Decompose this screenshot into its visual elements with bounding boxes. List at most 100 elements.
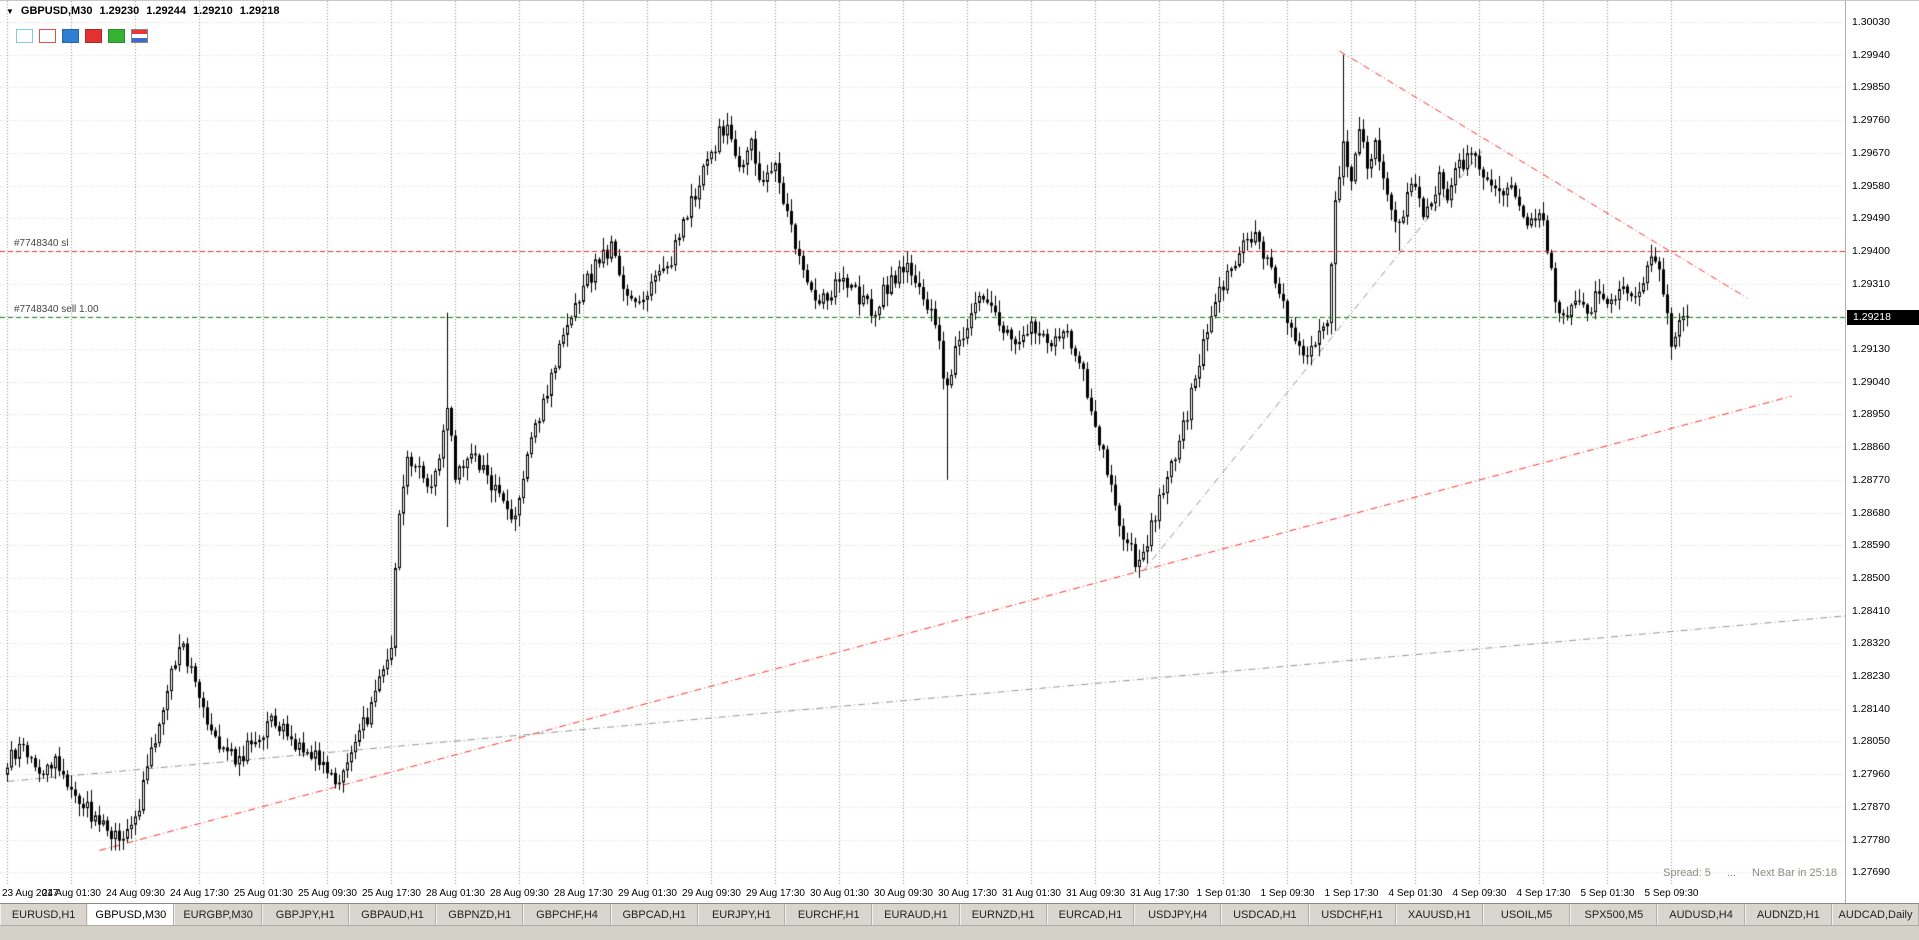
chart-tab-eurusd-h1[interactable]: EURUSD,H1 xyxy=(0,904,88,925)
price-label: 1.27960 xyxy=(1852,768,1890,781)
close-value: 1.29218 xyxy=(239,5,280,17)
time-label: 28 Aug 01:30 xyxy=(426,888,485,899)
status-separator: ... xyxy=(1726,867,1736,879)
time-label: 4 Sep 09:30 xyxy=(1452,888,1507,899)
next-bar-countdown: Next Bar in 25:18 xyxy=(1752,867,1837,879)
time-label: 28 Aug 09:30 xyxy=(490,888,549,899)
price-label: 1.29130 xyxy=(1852,343,1890,355)
price-label: 1.28950 xyxy=(1852,408,1890,421)
time-label: 25 Aug 17:30 xyxy=(362,888,421,899)
swatch-outline-red-icon[interactable] xyxy=(39,29,56,43)
price-axis[interactable]: 1.29218 1.30030 1.29940 1.29850 1.29760 1.29… xyxy=(1845,1,1919,903)
price-chart[interactable] xyxy=(0,1,1845,885)
price-label: 1.29580 xyxy=(1852,179,1890,192)
price-label: 1.28590 xyxy=(1852,539,1890,552)
open-value: 1.29230 xyxy=(99,5,140,17)
chart-tab-eurgbp-m30[interactable]: EURGBP,M30 xyxy=(174,904,262,925)
time-label: 28 Aug 17:30 xyxy=(554,888,613,899)
time-label: 23 Aug 2017 xyxy=(2,888,59,899)
chart-tab-usoil-m5[interactable]: USOIL,M5 xyxy=(1482,904,1571,925)
current-price-badge: 1.29218 xyxy=(1847,310,1919,326)
time-axis[interactable]: 23 Aug 2017 24 Aug 01:30 24 Aug 09:30 24 Au… xyxy=(0,885,1845,903)
chart-tab-gbpcad-h1[interactable]: GBPCAD,H1 xyxy=(610,904,698,925)
toolbar-swatches xyxy=(16,29,148,43)
price-label: 1.30030 xyxy=(1852,16,1890,28)
price-label: 1.27780 xyxy=(1852,833,1890,846)
swatch-blue-icon[interactable] xyxy=(62,29,79,43)
time-label: 4 Sep 01:30 xyxy=(1388,888,1443,899)
time-label: 25 Aug 01:30 xyxy=(234,888,293,899)
order-line-label: #7748340 sl xyxy=(14,237,69,249)
chart-tab-gbpusd-m30[interactable]: GBPUSD,M30 xyxy=(87,904,175,925)
chart-tab-spx500-m5[interactable]: SPX500,M5 xyxy=(1570,904,1658,925)
price-label: 1.28860 xyxy=(1852,441,1890,454)
price-label: 1.29400 xyxy=(1852,244,1890,257)
time-label: 29 Aug 09:30 xyxy=(682,888,741,899)
chart-tab-usdcad-h1[interactable]: USDCAD,H1 xyxy=(1221,904,1309,925)
high-value: 1.29244 xyxy=(146,5,186,17)
price-label: 1.29670 xyxy=(1852,146,1890,159)
low-value: 1.29210 xyxy=(192,5,233,17)
chart-tab-eurjpy-h1[interactable]: EURJPY,H1 xyxy=(697,904,786,925)
time-label: 25 Aug 09:30 xyxy=(298,888,357,899)
price-label: 1.29310 xyxy=(1852,277,1890,290)
chart-tab-usdchf-h1[interactable]: USDCHF,H1 xyxy=(1308,904,1396,925)
chart-tab-audnzd-h1[interactable]: AUDNZD,H1 xyxy=(1744,904,1832,925)
price-label: 1.28230 xyxy=(1852,670,1890,682)
price-label: 1.29850 xyxy=(1852,81,1890,94)
time-label: 31 Aug 17:30 xyxy=(1130,888,1189,899)
price-label: 1.27870 xyxy=(1852,800,1890,813)
chart-tab-usdjpy-h4[interactable]: USDJPY,H4 xyxy=(1134,904,1222,925)
swatch-striped-icon[interactable] xyxy=(131,29,148,43)
tab-bar: EURUSD,H1 GBPUSD,M30 EURGBP,M30 GBPJPY,H1 GB… xyxy=(0,903,1919,925)
price-label: 1.28770 xyxy=(1852,473,1890,486)
status-bar: Spread: 5 ... Next Bar in 25:18 xyxy=(1663,867,1837,879)
chart-tab-eurcad-h1[interactable]: EURCAD,H1 xyxy=(1046,904,1135,925)
time-label: 24 Aug 17:30 xyxy=(170,888,229,899)
plot-area: ▼ GBPUSD,M30 1.29230 1.29244 1.29210 1.2… xyxy=(0,1,1845,885)
chart-tab-eurchf-h1[interactable]: EURCHF,H1 xyxy=(785,904,873,925)
price-label: 1.28410 xyxy=(1852,604,1890,617)
time-label: 29 Aug 01:30 xyxy=(618,888,677,899)
chart-tab-gbpchf-h4[interactable]: GBPCHF,H4 xyxy=(523,904,611,925)
chart-tab-eurnzd-h1[interactable]: EURNZD,H1 xyxy=(959,904,1047,925)
swatch-red-icon[interactable] xyxy=(85,29,102,43)
time-label: 5 Sep 09:30 xyxy=(1644,888,1699,899)
chart-tab-gbpaud-h1[interactable]: GBPAUD,H1 xyxy=(348,904,437,925)
price-label: 1.29940 xyxy=(1852,48,1890,61)
time-label: 24 Aug 01:30 xyxy=(42,888,101,899)
symbol-period-label: GBPUSD,M30 xyxy=(20,5,93,17)
chart-tab-euraud-h1[interactable]: EURAUD,H1 xyxy=(872,904,960,925)
price-label: 1.28320 xyxy=(1852,637,1890,650)
time-label: 30 Aug 01:30 xyxy=(810,888,869,899)
price-label: 1.29760 xyxy=(1852,114,1890,127)
price-label: 1.29040 xyxy=(1852,375,1890,388)
price-label: 1.29490 xyxy=(1852,212,1890,225)
time-label: 5 Sep 01:30 xyxy=(1580,888,1635,899)
chart-tab-audusd-h4[interactable]: AUDUSD,H4 xyxy=(1657,904,1745,925)
time-label: 1 Sep 01:30 xyxy=(1196,888,1251,899)
time-label: 31 Aug 01:30 xyxy=(1002,888,1061,899)
time-label: 29 Aug 17:30 xyxy=(746,888,805,899)
time-label: 24 Aug 09:30 xyxy=(106,888,165,899)
order-line-label: #7748340 sell 1.00 xyxy=(14,304,99,316)
price-label: 1.28140 xyxy=(1852,702,1890,715)
chart-tab-xauusd-h1[interactable]: XAUUSD,H1 xyxy=(1395,904,1483,925)
symbol-ohlc-info: ▼ GBPUSD,M30 1.29230 1.29244 1.29210 1.2… xyxy=(6,5,280,17)
time-label: 30 Aug 17:30 xyxy=(938,888,997,899)
chart-tab-gbpnzd-h1[interactable]: GBPNZD,H1 xyxy=(436,904,524,925)
chart-tab-audcad-daily[interactable]: AUDCAD,Daily xyxy=(1831,904,1919,925)
chart-tab-gbpjpy-h1[interactable]: GBPJPY,H1 xyxy=(261,904,349,925)
swatch-outline-skyblue-icon[interactable] xyxy=(16,29,33,43)
time-label: 1 Sep 09:30 xyxy=(1260,888,1315,899)
price-label: 1.27690 xyxy=(1852,866,1890,879)
one-click-trading-arrow-icon[interactable]: ▼ xyxy=(6,6,14,16)
swatch-green-icon[interactable] xyxy=(108,29,125,43)
time-label: 31 Aug 09:30 xyxy=(1066,888,1125,899)
time-label: 30 Aug 09:30 xyxy=(874,888,933,899)
price-label: 1.28050 xyxy=(1852,735,1890,748)
time-label: 4 Sep 17:30 xyxy=(1516,888,1571,899)
bottom-strip xyxy=(0,925,1919,940)
spread-status: Spread: 5 xyxy=(1663,867,1711,879)
price-label: 1.28500 xyxy=(1852,571,1890,584)
